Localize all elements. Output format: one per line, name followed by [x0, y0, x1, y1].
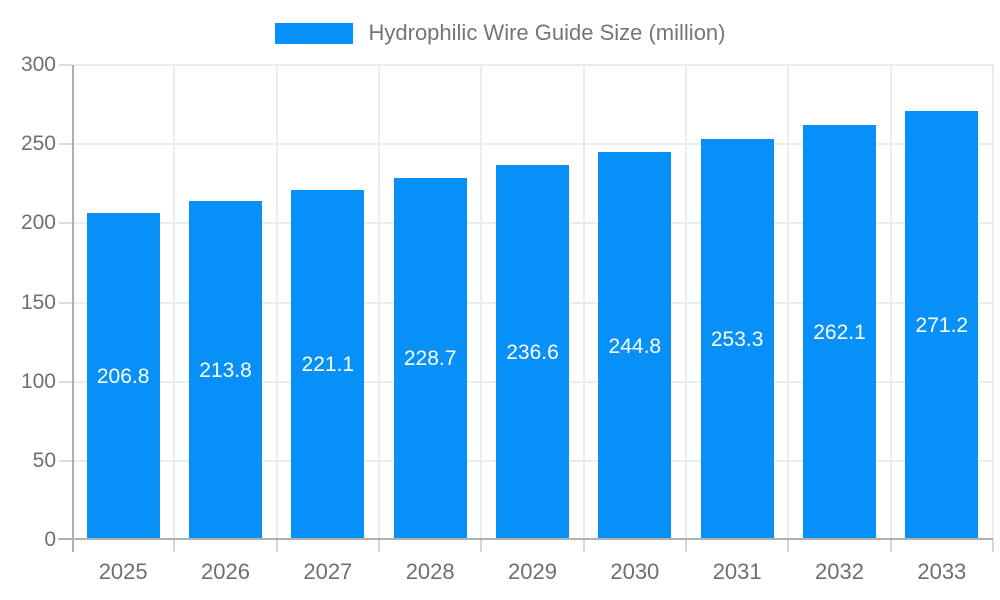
y-axis-label: 250 [20, 132, 56, 156]
y-axis-tick [59, 64, 72, 66]
bar: 228.7 [393, 177, 467, 540]
y-axis-tick [59, 222, 72, 225]
x-axis-label: 2029 [508, 559, 557, 584]
x-axis-label: 2033 [917, 559, 967, 584]
x-axis-label: 2032 [815, 559, 864, 584]
y-gridline [72, 143, 993, 146]
plot-area: 206.8 213.8 221.1 228.7 236.6 244.8 253.3 262.1… [58, 64, 994, 552]
x-gridline [275, 65, 278, 540]
y-axis-label: 200 [20, 211, 56, 235]
y-gridline [72, 64, 993, 66]
bar-value-label: 244.8 [608, 334, 662, 358]
x-axis-tick [992, 540, 994, 552]
x-axis-label: 2026 [201, 559, 250, 584]
x-gridline [378, 65, 380, 540]
bar-value-label: 213.8 [199, 359, 252, 383]
x-gridline [992, 65, 994, 540]
y-axis-tick [59, 301, 72, 304]
x-axis-tick [582, 540, 585, 552]
y-axis-label: 100 [20, 369, 56, 393]
legend-swatch [274, 22, 353, 44]
x-axis-tick [378, 540, 380, 552]
bar: 244.8 [598, 152, 672, 540]
x-gridline [480, 65, 483, 540]
x-axis-label: 2027 [303, 559, 353, 584]
bar-value-label: 206.8 [96, 364, 150, 388]
bar: 221.1 [291, 189, 365, 540]
bar-value-label: 221.1 [301, 353, 355, 377]
y-axis-label: 150 [20, 290, 56, 314]
bar: 206.8 [86, 212, 160, 540]
x-axis-tick [173, 540, 176, 552]
x-gridline [889, 65, 892, 540]
bar: 271.2 [905, 110, 979, 540]
legend-label: Hydrophilic Wire Guide Size (million) [368, 20, 726, 45]
x-axis-label: 2025 [98, 559, 148, 584]
bar-value-label: 236.6 [506, 341, 559, 365]
x-gridline [685, 65, 687, 540]
x-gridline [173, 65, 176, 540]
x-gridline [582, 65, 585, 540]
bar: 253.3 [700, 138, 774, 540]
x-axis-line [58, 538, 993, 540]
x-axis-label: 2030 [610, 559, 660, 584]
bar-value-label: 228.7 [403, 347, 457, 371]
bar-value-label: 271.2 [915, 313, 969, 337]
x-axis-label: 2031 [712, 559, 762, 584]
x-axis-tick [685, 540, 687, 552]
y-axis-tick [59, 143, 72, 146]
x-gridline [787, 65, 790, 540]
y-axis-label: 0 [44, 528, 56, 551]
bar: 262.1 [803, 125, 876, 540]
y-axis-label: 50 [32, 448, 56, 472]
y-axis-tick [59, 459, 72, 462]
bar-value-label: 262.1 [813, 321, 866, 344]
bar: 213.8 [189, 201, 262, 540]
bar: 236.6 [496, 165, 569, 540]
x-axis-tick [480, 540, 483, 552]
x-axis-tick [889, 540, 892, 552]
y-axis-tick [59, 380, 72, 383]
x-axis-label: 2028 [405, 559, 455, 584]
bar-value-label: 253.3 [710, 327, 764, 351]
legend: Hydrophilic Wire Guide Size (million) [0, 12, 1000, 54]
y-axis-label: 300 [20, 53, 56, 76]
x-axis-tick [275, 540, 278, 552]
x-axis-tick [787, 540, 790, 552]
y-axis-line [72, 65, 74, 552]
